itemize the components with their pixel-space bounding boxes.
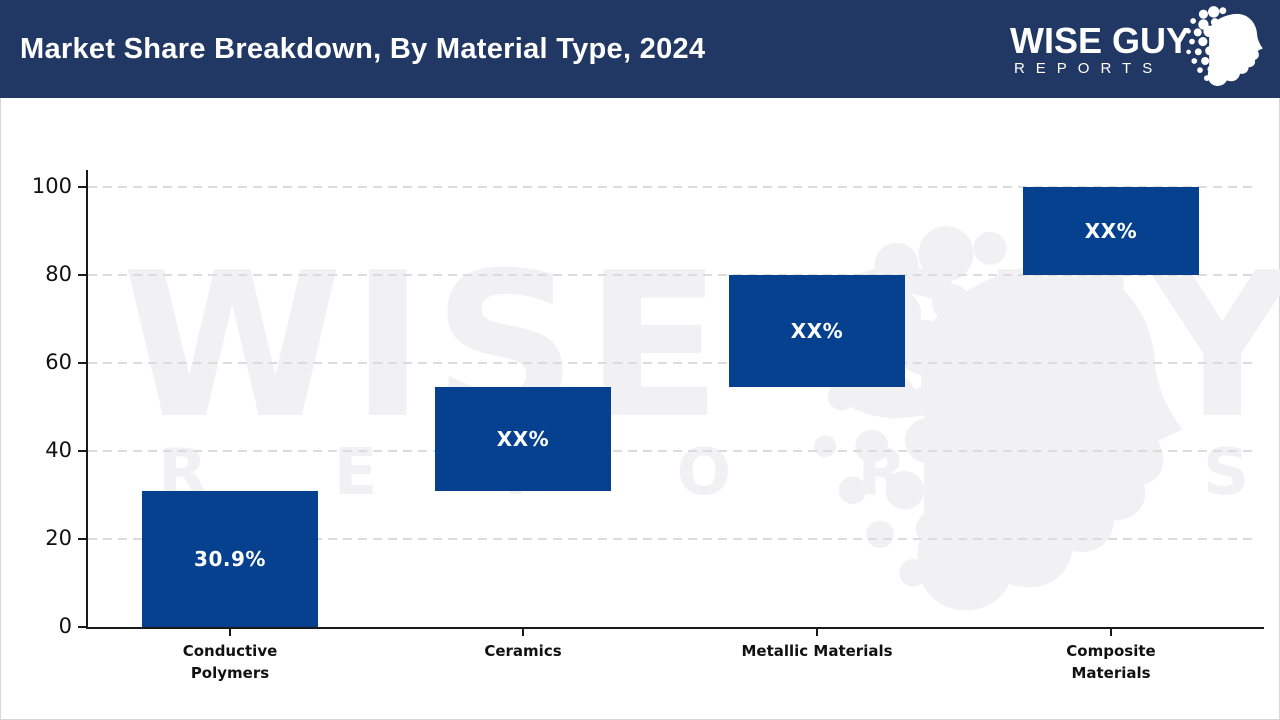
- gridline: [88, 186, 1254, 188]
- y-tick-label: 20: [45, 526, 72, 550]
- y-tick-label: 60: [45, 350, 72, 374]
- wiseguy-logo-text: WISE GUY REPORTS: [1009, 19, 1190, 78]
- x-tick: [522, 629, 524, 636]
- bar: XX%: [729, 275, 905, 388]
- y-tick: [78, 626, 86, 628]
- y-tick: [78, 362, 86, 364]
- y-tick: [78, 538, 86, 540]
- y-tick: [78, 186, 86, 188]
- x-axis-line: [86, 627, 1264, 629]
- bar-value-label: XX%: [790, 319, 844, 344]
- x-tick: [816, 629, 818, 636]
- y-axis-line: [86, 170, 88, 629]
- x-category-label: Conductive Polymers: [182, 642, 278, 682]
- x-tick: [1110, 629, 1112, 636]
- wiseguy-logo: WISE GUY REPORTS: [1010, 6, 1264, 92]
- y-tick-label: 40: [45, 438, 72, 462]
- bar-value-label: 30.9%: [194, 547, 266, 571]
- x-tick: [229, 629, 231, 636]
- x-category-label: Metallic Materials: [741, 642, 893, 660]
- logo-wordmark: WISE GUY: [1009, 19, 1190, 61]
- gridline: [88, 274, 1254, 276]
- logo-reports-text: REPORTS: [1013, 60, 1164, 78]
- gridline: [88, 450, 1254, 452]
- y-tick: [78, 274, 86, 276]
- x-category-label: Ceramics: [484, 642, 562, 660]
- chart-title: Market Share Breakdown, By Material Type…: [20, 32, 706, 65]
- y-tick: [78, 450, 86, 452]
- y-tick-label: 80: [45, 262, 72, 286]
- y-tick-label: 100: [31, 174, 72, 198]
- gridline: [88, 538, 1254, 540]
- bar: 30.9%: [142, 491, 318, 627]
- header-bar: Market Share Breakdown, By Material Type…: [0, 0, 1280, 98]
- gridline: [88, 362, 1254, 364]
- x-category-label: Composite Materials: [1066, 642, 1156, 682]
- bar-value-label: XX%: [1084, 219, 1138, 243]
- wiseguy-face-icon: [1186, 6, 1263, 86]
- bar: XX%: [435, 387, 611, 492]
- bar-value-label: XX%: [496, 427, 550, 452]
- y-tick-label: 0: [58, 614, 72, 638]
- bar: XX%: [1023, 187, 1199, 275]
